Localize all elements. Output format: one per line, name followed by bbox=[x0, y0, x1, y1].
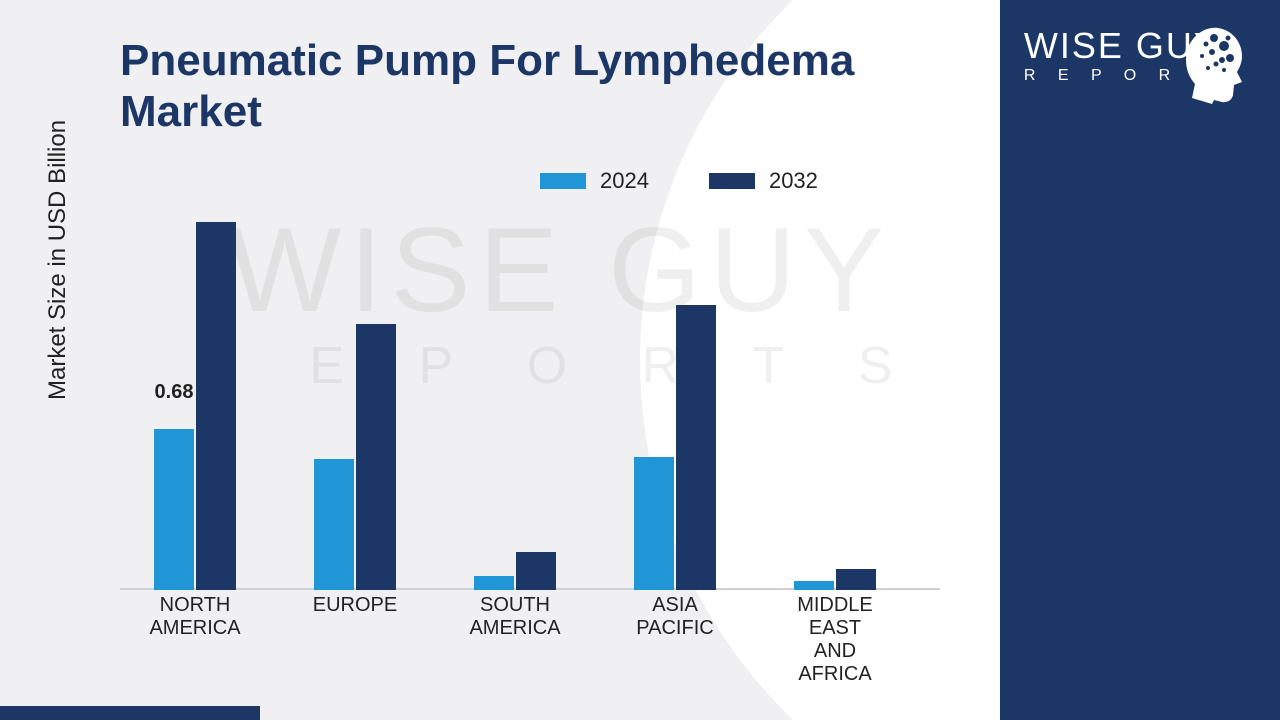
bar-1-0 bbox=[314, 459, 354, 590]
x-label-3: ASIAPACIFIC bbox=[605, 594, 745, 640]
legend-label-2032: 2032 bbox=[769, 168, 818, 194]
bar-2-0 bbox=[474, 576, 514, 590]
stage: WISE GUY R E P O R T S Pneumatic Pump Fo… bbox=[0, 0, 1280, 720]
legend-item-2024: 2024 bbox=[540, 168, 649, 194]
bar-0-1 bbox=[196, 222, 236, 590]
legend-label-2024: 2024 bbox=[600, 168, 649, 194]
bar-0-0 bbox=[154, 429, 194, 591]
bar-value-label: 0.68 bbox=[155, 381, 194, 404]
bar-4-0 bbox=[794, 581, 834, 591]
bar-2-1 bbox=[516, 552, 556, 590]
x-label-2: SOUTHAMERICA bbox=[445, 594, 585, 640]
legend-swatch-2032 bbox=[709, 173, 755, 189]
x-label-1: EUROPE bbox=[285, 594, 425, 617]
bar-3-0 bbox=[634, 457, 674, 590]
legend-swatch-2024 bbox=[540, 173, 586, 189]
head-silhouette-icon bbox=[1178, 24, 1248, 104]
x-label-4: MIDDLEEASTANDAFRICA bbox=[765, 594, 905, 686]
bar-1-1 bbox=[356, 324, 396, 590]
legend-item-2032: 2032 bbox=[709, 168, 818, 194]
bar-3-1 bbox=[676, 305, 716, 590]
y-axis-label: Market Size in USD Billion bbox=[44, 120, 72, 400]
chart-title: Pneumatic Pump For Lymphedema Market bbox=[120, 36, 880, 137]
footer-accent-bar bbox=[0, 706, 260, 720]
brand-logo: WISE GUY R E P O R T S bbox=[1024, 28, 1244, 84]
bar-4-1 bbox=[836, 569, 876, 590]
right-band bbox=[1000, 0, 1280, 720]
legend: 2024 2032 bbox=[540, 168, 818, 194]
x-label-0: NORTHAMERICA bbox=[125, 594, 265, 640]
plot-area: 0.68 bbox=[120, 210, 940, 590]
